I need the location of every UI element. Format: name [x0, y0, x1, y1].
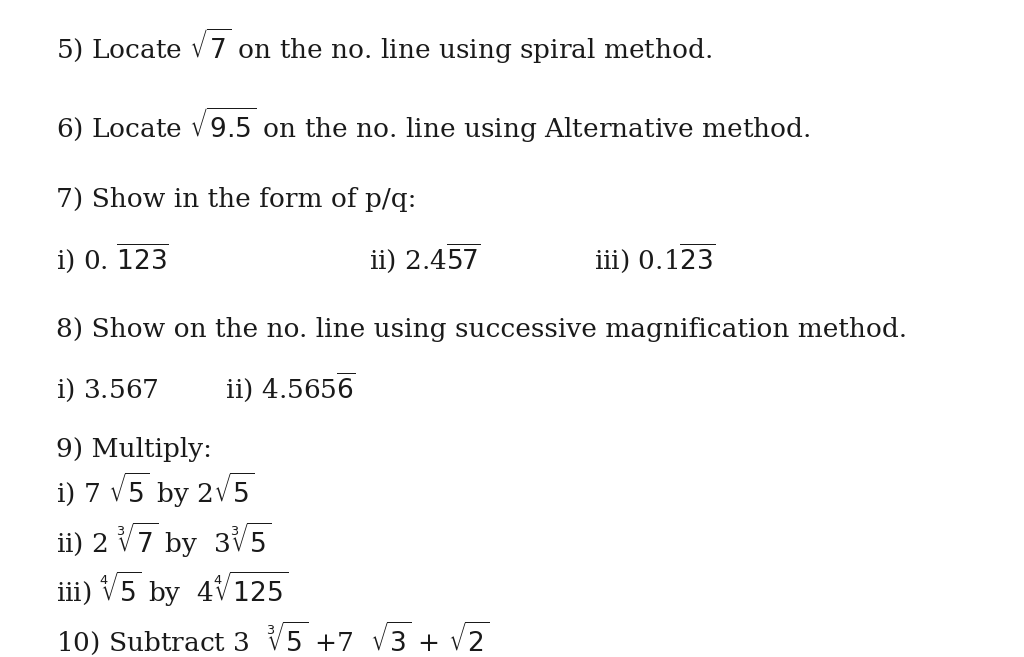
Text: 5) Locate $\sqrt{7}$ on the no. line using spiral method.: 5) Locate $\sqrt{7}$ on the no. line usi… [56, 26, 713, 66]
Text: 6) Locate $\sqrt{9.5}$ on the no. line using Alternative method.: 6) Locate $\sqrt{9.5}$ on the no. line u… [56, 105, 811, 145]
Text: 10) Subtract 3  $\sqrt[3]{5}$ +7  $\sqrt{3}$ + $\sqrt{2}$: 10) Subtract 3 $\sqrt[3]{5}$ +7 $\sqrt{3… [56, 619, 490, 656]
Text: 9) Multiply:: 9) Multiply: [56, 437, 212, 462]
Text: ii) 2 $\sqrt[3]{7}$ by  3$\sqrt[3]{5}$: ii) 2 $\sqrt[3]{7}$ by 3$\sqrt[3]{5}$ [56, 520, 272, 560]
Text: 8) Show on the no. line using successive magnification method.: 8) Show on the no. line using successive… [56, 317, 907, 342]
Text: 7) Show in the form of p/q:: 7) Show in the form of p/q: [56, 187, 417, 212]
Text: i) 3.567        ii) 4.565$\overline{6}$: i) 3.567 ii) 4.565$\overline{6}$ [56, 370, 355, 403]
Text: i) 0. $\overline{123}$: i) 0. $\overline{123}$ [56, 242, 169, 275]
Text: iii) $\sqrt[4]{5}$ by  4$\sqrt[4]{125}$: iii) $\sqrt[4]{5}$ by 4$\sqrt[4]{125}$ [56, 570, 289, 610]
Text: ii) 2.4$\overline{57}$: ii) 2.4$\overline{57}$ [369, 242, 480, 275]
Text: iii) 0.1$\overline{23}$: iii) 0.1$\overline{23}$ [594, 242, 716, 275]
Text: i) 7 $\sqrt{5}$ by 2$\sqrt{5}$: i) 7 $\sqrt{5}$ by 2$\sqrt{5}$ [56, 470, 255, 510]
